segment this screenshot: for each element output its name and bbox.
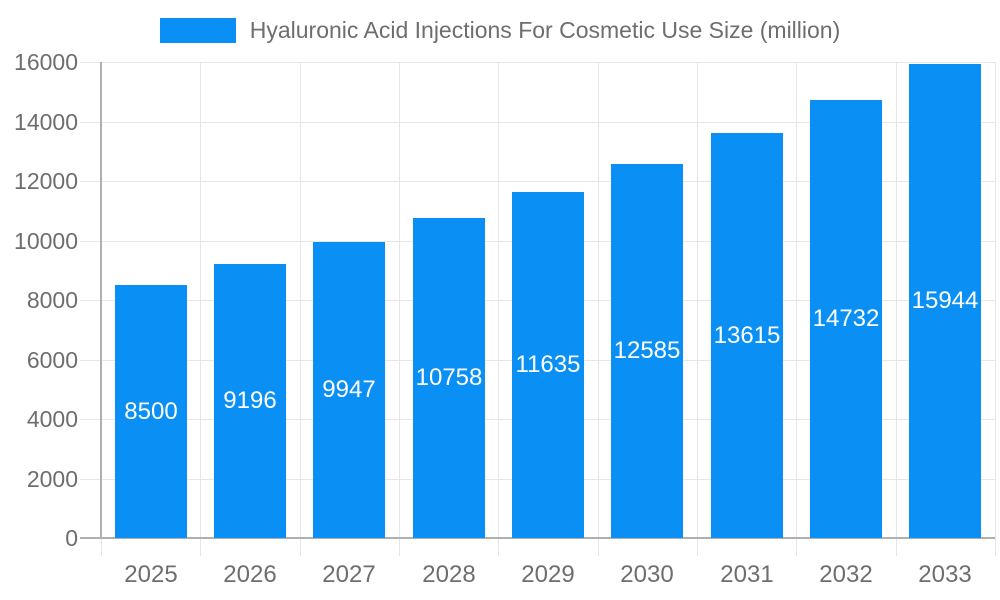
v-gridline	[200, 62, 201, 556]
x-tick-label: 2028	[422, 561, 476, 588]
h-gridline	[80, 62, 995, 63]
x-tick-label: 2029	[521, 561, 575, 588]
x-tick-label: 2033	[918, 561, 972, 588]
bar-value-label: 14732	[812, 305, 880, 332]
bar[interactable]: 11635	[512, 192, 584, 538]
x-tick-label: 2031	[720, 561, 774, 588]
bar[interactable]: 9947	[313, 242, 385, 538]
h-gridline	[80, 181, 995, 182]
v-gridline	[896, 62, 897, 556]
v-gridline	[796, 62, 797, 556]
y-tick-label: 16000	[14, 49, 78, 75]
legend-label: Hyaluronic Acid Injections For Cosmetic …	[249, 16, 841, 43]
bar-value-label: 15944	[911, 287, 979, 314]
v-gridline	[498, 62, 499, 556]
y-tick-label: 6000	[26, 347, 78, 373]
v-gridline	[598, 62, 599, 556]
y-tick-label: 4000	[26, 406, 78, 432]
legend-item[interactable]: Hyaluronic Acid Injections For Cosmetic …	[0, 14, 1000, 46]
bar[interactable]: 8500	[115, 285, 187, 538]
h-gridline	[80, 122, 995, 123]
v-gridline	[697, 62, 698, 556]
bar[interactable]: 13615	[711, 133, 783, 538]
y-axis-line	[100, 62, 102, 538]
x-tick-label: 2030	[620, 561, 674, 588]
bar[interactable]: 12585	[611, 164, 683, 538]
y-tick-label: 12000	[14, 168, 78, 194]
v-gridline	[399, 62, 400, 556]
x-tick-label: 2025	[124, 561, 178, 588]
x-tick-label: 2026	[223, 561, 277, 588]
y-tick-label: 2000	[26, 466, 78, 492]
bar-value-label: 8500	[124, 397, 178, 425]
bar[interactable]: 14732	[810, 100, 882, 538]
bar-value-label: 13615	[713, 321, 781, 349]
x-axis-line	[80, 537, 995, 539]
x-tick-label: 2032	[819, 561, 873, 588]
bar-value-label: 9196	[223, 387, 277, 414]
bar[interactable]: 9196	[214, 264, 286, 538]
x-tick-label: 2027	[322, 561, 376, 588]
v-gridline	[300, 62, 301, 556]
v-gridline	[995, 62, 996, 556]
y-tick-label: 8000	[26, 287, 78, 313]
y-tick-label: 0	[65, 525, 78, 551]
bar[interactable]: 15944	[909, 64, 981, 538]
bar-value-label: 9947	[322, 376, 376, 403]
bar[interactable]: 10758	[413, 218, 485, 538]
bar-value-label: 10758	[415, 364, 483, 391]
y-tick-label: 10000	[14, 228, 78, 254]
bar-value-label: 11635	[515, 351, 581, 378]
y-tick-label: 14000	[14, 109, 78, 135]
legend-swatch	[159, 17, 236, 43]
bar-value-label: 12585	[613, 337, 681, 364]
